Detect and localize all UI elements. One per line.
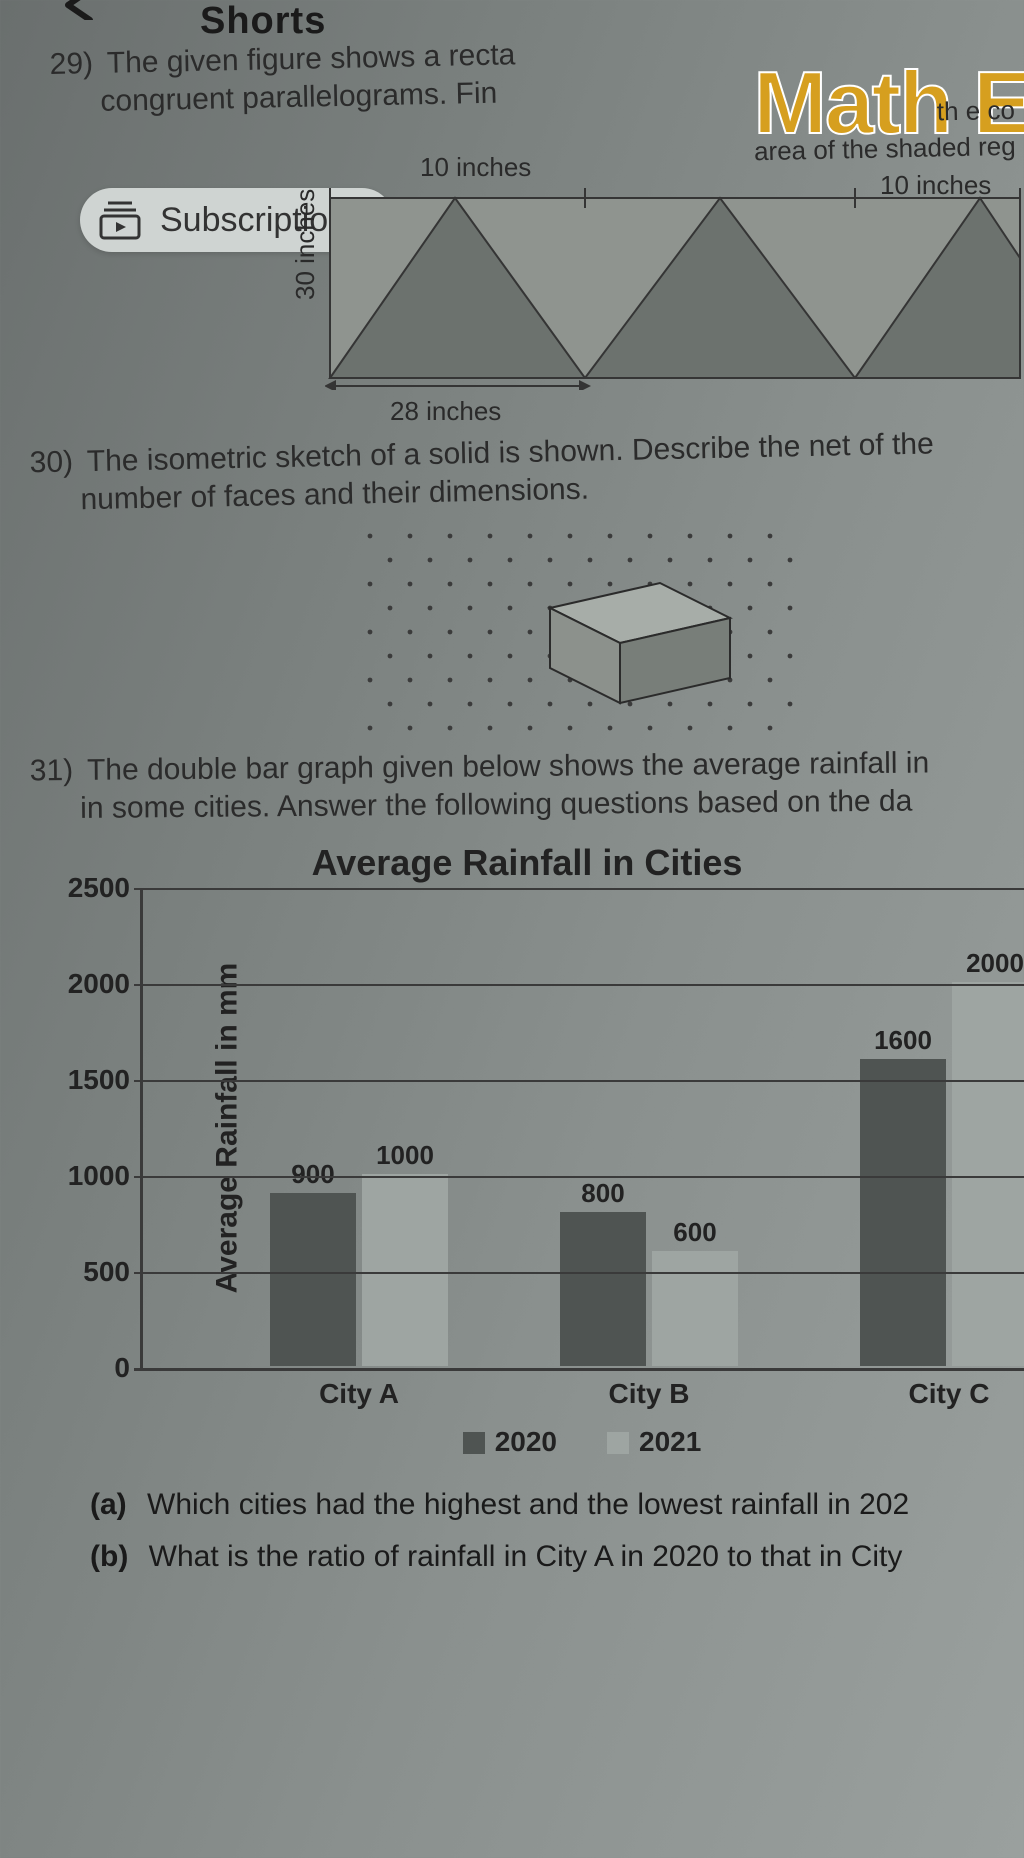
legend-item: 2020 bbox=[463, 1426, 557, 1458]
legend-item: 2021 bbox=[607, 1426, 701, 1458]
bar-value-label: 1000 bbox=[362, 1140, 448, 1171]
dim-top-left: 10 inches bbox=[420, 152, 531, 183]
question-30: 30) The isometric sketch of a solid is s… bbox=[29, 424, 1014, 521]
back-icon[interactable] bbox=[60, 0, 104, 20]
dim-top-right: 10 inches bbox=[880, 170, 991, 201]
subq-text: What is the ratio of rainfall in City A … bbox=[149, 1540, 903, 1573]
gridline bbox=[134, 1272, 1024, 1274]
bar-value-label: 2000 bbox=[952, 948, 1024, 979]
sub-question-b: (b) What is the ratio of rainfall in Cit… bbox=[90, 1540, 1024, 1574]
y-tick-label: 1500 bbox=[60, 1064, 130, 1096]
gridline bbox=[134, 1080, 1024, 1082]
legend-label: 2021 bbox=[639, 1426, 701, 1457]
rainfall-chart: Average Rainfall in Cities Average Rainf… bbox=[30, 842, 1024, 1558]
question-31: 31) The double bar graph given below sho… bbox=[30, 744, 1024, 829]
bar-group: 16002000City C bbox=[860, 982, 1024, 1366]
y-axis-line bbox=[140, 888, 143, 1368]
bar: 2000 bbox=[952, 982, 1024, 1366]
bar-value-label: 1600 bbox=[860, 1025, 946, 1056]
sub-question-a: (a) Which cities had the highest and the… bbox=[90, 1488, 1024, 1522]
gridline bbox=[134, 888, 1024, 890]
question-number: 31) bbox=[30, 754, 74, 787]
legend-swatch bbox=[607, 1432, 629, 1454]
bar: 1000 bbox=[362, 1174, 448, 1366]
question-text-line2: congruent parallelograms. Fin bbox=[100, 77, 497, 118]
top-bar: Shorts bbox=[0, 0, 1024, 30]
legend-swatch bbox=[463, 1432, 485, 1454]
question-text-line1: The isometric sketch of a solid is shown… bbox=[86, 427, 934, 478]
bar: 900 bbox=[270, 1193, 356, 1366]
chart-legend: 2020 2021 bbox=[140, 1426, 1024, 1458]
question-text-line1: The double bar graph given below shows t… bbox=[87, 746, 929, 786]
question-number: 30) bbox=[29, 445, 73, 479]
bar-value-label: 800 bbox=[560, 1178, 646, 1209]
dim-bottom: 28 inches bbox=[390, 396, 501, 427]
legend-label: 2020 bbox=[495, 1426, 557, 1457]
bar: 800 bbox=[560, 1212, 646, 1366]
category-label: City B bbox=[609, 1378, 690, 1410]
gridline bbox=[134, 984, 1024, 986]
bar-value-label: 900 bbox=[270, 1159, 356, 1190]
figure-q29 bbox=[325, 180, 1024, 390]
subq-text: Which cities had the highest and the low… bbox=[147, 1488, 909, 1521]
y-tick-label: 2500 bbox=[60, 872, 130, 904]
bar: 600 bbox=[652, 1251, 738, 1366]
question-tail-2: area of the shaded reg bbox=[754, 130, 1016, 169]
subq-label: (a) bbox=[90, 1488, 127, 1521]
question-text-line2: number of faces and their dimensions. bbox=[80, 473, 589, 517]
y-tick-label: 2000 bbox=[60, 968, 130, 1000]
category-label: City C bbox=[909, 1378, 990, 1410]
bar: 1600 bbox=[860, 1059, 946, 1366]
bar-value-label: 600 bbox=[652, 1217, 738, 1248]
y-tick-label: 500 bbox=[60, 1256, 130, 1288]
dim-left: 30 inches bbox=[290, 189, 321, 300]
shorts-label: Shorts bbox=[200, 0, 326, 42]
question-text-line1: The given figure shows a recta bbox=[106, 38, 515, 80]
subscriptions-icon bbox=[98, 200, 142, 240]
question-text-line2: in some cities. Answer the following que… bbox=[80, 785, 912, 825]
gridline bbox=[134, 1368, 1024, 1371]
y-tick-label: 0 bbox=[60, 1352, 130, 1384]
bar-group: 800600City B bbox=[560, 1212, 738, 1366]
figure-q30 bbox=[360, 528, 800, 758]
question-number: 29) bbox=[49, 47, 93, 81]
bar-group: 9001000City A bbox=[270, 1174, 448, 1366]
gridline bbox=[134, 1176, 1024, 1178]
question-tail-1: th e co bbox=[936, 94, 1015, 129]
subq-label: (b) bbox=[90, 1540, 128, 1573]
y-tick-label: 1000 bbox=[60, 1160, 130, 1192]
chart-title: Average Rainfall in Cities bbox=[30, 842, 1024, 884]
category-label: City A bbox=[319, 1378, 399, 1410]
